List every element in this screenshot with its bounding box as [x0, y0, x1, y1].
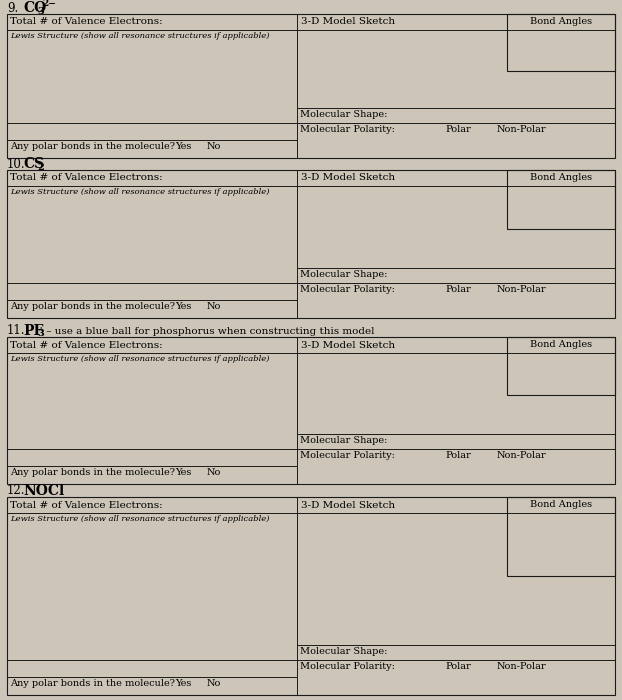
- Bar: [7, 14, 615, 158]
- Text: – use a blue ball for phosphorus when constructing this model: – use a blue ball for phosphorus when co…: [44, 326, 375, 335]
- Text: Molecular Shape:: Molecular Shape:: [300, 110, 388, 119]
- Text: Non-Polar: Non-Polar: [497, 125, 547, 134]
- Bar: [507, 170, 615, 229]
- Text: Bond Angles: Bond Angles: [530, 500, 592, 509]
- Text: Molecular Shape:: Molecular Shape:: [300, 647, 388, 656]
- Text: Bond Angles: Bond Angles: [530, 173, 592, 182]
- Text: Polar: Polar: [445, 125, 471, 134]
- Text: Non-Polar: Non-Polar: [497, 285, 547, 294]
- Text: Bond Angles: Bond Angles: [530, 17, 592, 26]
- Text: Total # of Valence Electrons:: Total # of Valence Electrons:: [10, 18, 162, 27]
- Text: 11.: 11.: [7, 325, 26, 337]
- Bar: [507, 14, 615, 71]
- Text: Molecular Shape:: Molecular Shape:: [300, 270, 388, 279]
- Text: Yes: Yes: [175, 302, 192, 311]
- Text: Any polar bonds in the molecule?: Any polar bonds in the molecule?: [10, 468, 175, 477]
- Text: Yes: Yes: [175, 679, 192, 688]
- Text: Lewis Structure (show all resonance structures if applicable): Lewis Structure (show all resonance stru…: [10, 32, 269, 40]
- Text: Total # of Valence Electrons:: Total # of Valence Electrons:: [10, 500, 162, 510]
- Text: 2: 2: [37, 162, 44, 172]
- Text: 3-D Model Sketch: 3-D Model Sketch: [301, 174, 395, 183]
- Text: No: No: [207, 302, 221, 311]
- Text: Polar: Polar: [445, 285, 471, 294]
- Text: Molecular Polarity:: Molecular Polarity:: [300, 125, 395, 134]
- Text: No: No: [207, 679, 221, 688]
- Bar: [507, 497, 615, 576]
- Text: 3: 3: [37, 6, 44, 15]
- Text: Lewis Structure (show all resonance structures if applicable): Lewis Structure (show all resonance stru…: [10, 188, 269, 196]
- Text: Any polar bonds in the molecule?: Any polar bonds in the molecule?: [10, 302, 175, 311]
- Text: CO: CO: [23, 1, 46, 15]
- Text: 12.: 12.: [7, 484, 26, 498]
- Text: Molecular Shape:: Molecular Shape:: [300, 436, 388, 445]
- Text: 3-D Model Sketch: 3-D Model Sketch: [301, 500, 395, 510]
- Bar: [507, 337, 615, 395]
- Text: Yes: Yes: [175, 468, 192, 477]
- Text: Molecular Polarity:: Molecular Polarity:: [300, 451, 395, 460]
- Text: 10.: 10.: [7, 158, 26, 171]
- Text: Any polar bonds in the molecule?: Any polar bonds in the molecule?: [10, 142, 175, 151]
- Text: Total # of Valence Electrons:: Total # of Valence Electrons:: [10, 340, 162, 349]
- Text: CS: CS: [23, 157, 44, 171]
- Text: NOCl: NOCl: [23, 484, 64, 498]
- Text: 3: 3: [37, 330, 44, 339]
- Bar: [7, 170, 615, 318]
- Bar: [7, 337, 615, 484]
- Text: Lewis Structure (show all resonance structures if applicable): Lewis Structure (show all resonance stru…: [10, 515, 269, 523]
- Text: Polar: Polar: [445, 662, 471, 671]
- Text: Yes: Yes: [175, 142, 192, 151]
- Text: Total # of Valence Electrons:: Total # of Valence Electrons:: [10, 174, 162, 183]
- Text: PF: PF: [23, 324, 44, 338]
- Text: No: No: [207, 468, 221, 477]
- Text: Polar: Polar: [445, 451, 471, 460]
- Text: 3-D Model Sketch: 3-D Model Sketch: [301, 340, 395, 349]
- Text: No: No: [207, 142, 221, 151]
- Text: Lewis Structure (show all resonance structures if applicable): Lewis Structure (show all resonance stru…: [10, 355, 269, 363]
- Text: Molecular Polarity:: Molecular Polarity:: [300, 662, 395, 671]
- Text: Molecular Polarity:: Molecular Polarity:: [300, 285, 395, 294]
- Text: 9.: 9.: [7, 1, 18, 15]
- Text: Non-Polar: Non-Polar: [497, 662, 547, 671]
- Text: Non-Polar: Non-Polar: [497, 451, 547, 460]
- Text: 2−: 2−: [42, 0, 56, 8]
- Text: Bond Angles: Bond Angles: [530, 340, 592, 349]
- Text: 3-D Model Sketch: 3-D Model Sketch: [301, 18, 395, 27]
- Bar: [7, 497, 615, 695]
- Text: Any polar bonds in the molecule?: Any polar bonds in the molecule?: [10, 679, 175, 688]
